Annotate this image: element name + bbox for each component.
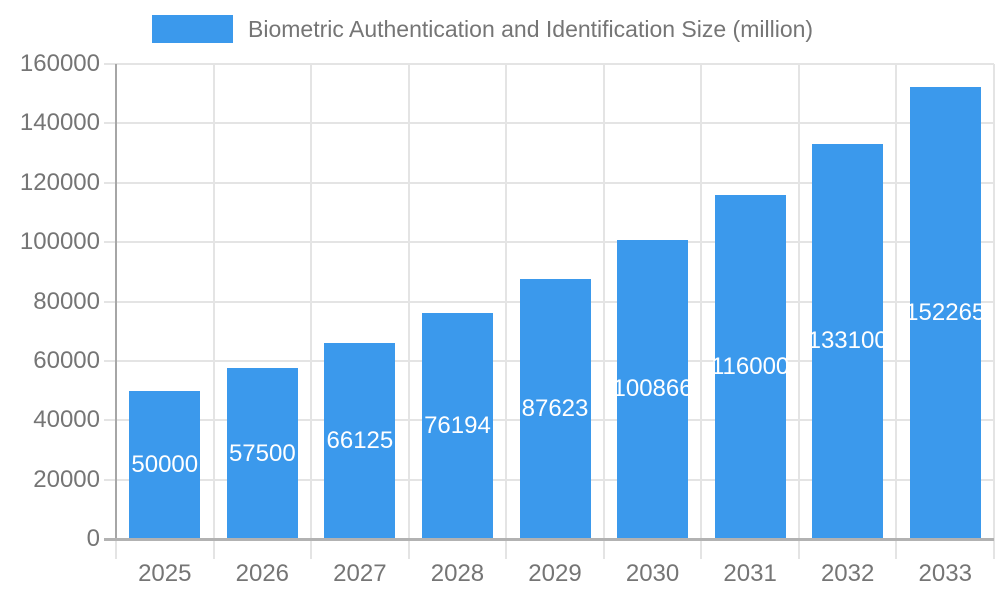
bar-value-label: 87623 [521,394,589,422]
x-tick-label: 2026 [235,560,290,587]
x-tick-label: 2029 [528,560,582,587]
bar [909,86,981,539]
legend-swatch [152,15,233,43]
v-gridline [505,64,508,559]
bar [812,143,884,539]
y-tick-label: 160000 [19,50,100,77]
bar-value-label: 66125 [326,426,394,454]
x-tick-label: 2028 [430,560,485,587]
x-tick-label: 2027 [333,560,387,587]
h-gridline [104,122,994,125]
h-gridline [104,181,994,184]
x-axis-line [104,538,994,541]
y-tick-label: 120000 [19,168,100,196]
bar-value-label: 76194 [424,411,491,439]
legend-label: Biometric Authentication and Identificat… [248,15,814,42]
bar [226,368,298,539]
v-gridline [602,64,605,559]
y-tick-label: 80000 [33,287,100,315]
x-tick-label: 2033 [918,560,972,587]
h-gridline [104,63,994,65]
v-gridline [895,64,898,559]
bar-value-label: 50000 [131,450,199,478]
bar-value-label: 152265 [905,298,986,326]
bar [519,278,591,539]
x-tick-label: 2032 [820,560,875,587]
y-tick-label: 40000 [33,406,100,434]
h-gridline [104,241,994,244]
bar-value-label: 133100 [807,327,888,355]
y-tick-label: 60000 [33,346,100,374]
bar [617,239,689,539]
y-tick-label: 140000 [19,109,100,137]
bar [421,312,493,539]
y-tick-label: 100000 [19,228,100,256]
x-tick-label: 2030 [625,560,680,587]
legend: Biometric Authentication and Identificat… [152,15,813,43]
bar [714,194,786,539]
v-gridline [993,64,995,559]
v-gridline [212,64,215,559]
bar-value-label: 100866 [612,375,693,403]
x-tick-label: 2025 [138,560,192,587]
y-tick-label: 0 [86,525,100,552]
bar-value-label: 57500 [228,439,296,467]
y-axis-line [115,64,117,539]
bar-value-label: 116000 [710,352,790,380]
x-tick-label: 2031 [723,560,777,587]
v-gridline [407,64,410,559]
v-gridline [797,64,800,559]
bar [129,390,201,539]
v-gridline [310,64,313,559]
bar [324,342,396,539]
y-tick-label: 20000 [33,465,100,493]
v-gridline [700,64,703,559]
